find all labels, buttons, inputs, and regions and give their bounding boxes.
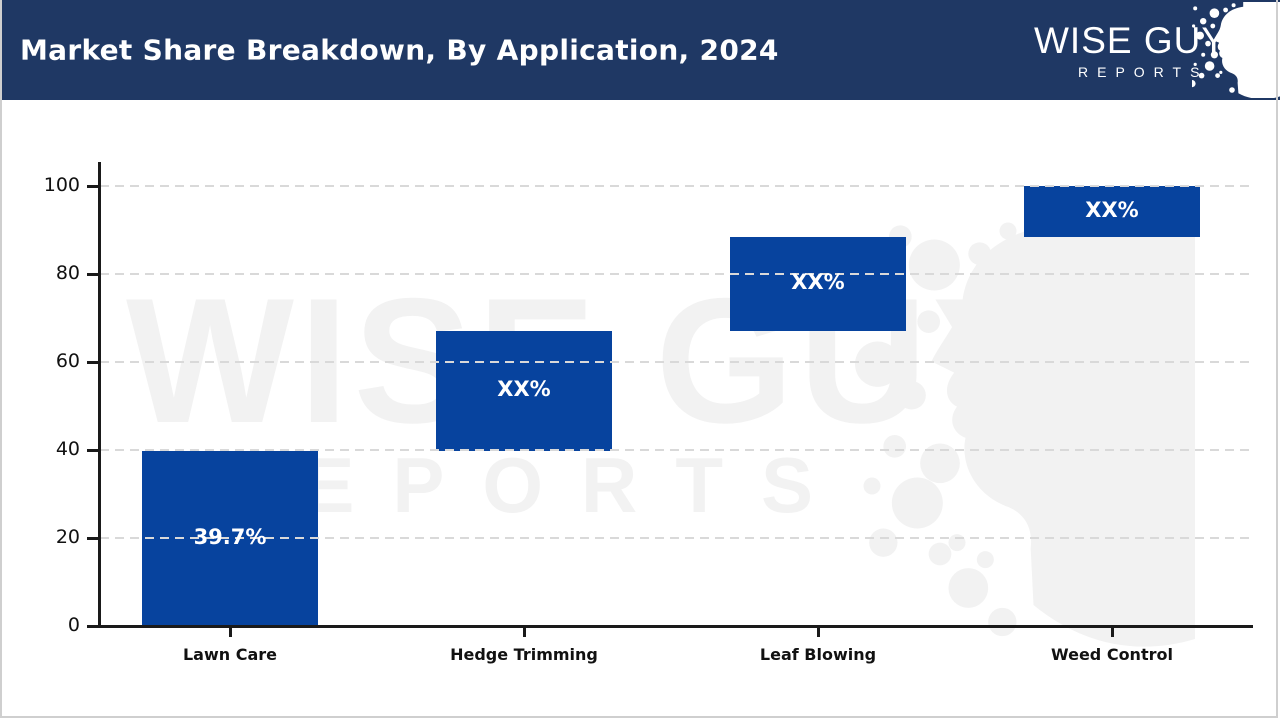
y-tick-label: 0 (67, 614, 80, 636)
y-tick-mark (87, 185, 100, 188)
x-axis-line (88, 625, 1253, 628)
category-label: Weed Control (1051, 645, 1173, 664)
gridline (100, 185, 1253, 187)
y-tick-label: 60 (55, 350, 80, 372)
y-tick-label: 20 (55, 526, 80, 548)
head-profile-icon (1192, 2, 1280, 98)
y-tick-label: 80 (55, 262, 80, 284)
bar-value-label: XX% (791, 270, 845, 295)
bar-value-label: 39.7% (193, 524, 267, 549)
y-tick-label: 40 (55, 438, 80, 460)
y-tick-mark (87, 361, 100, 364)
bar-value-label: XX% (497, 377, 551, 402)
gridline (100, 537, 1253, 539)
bar-segment (1024, 186, 1200, 238)
y-axis-line (98, 162, 101, 628)
x-tick-mark (229, 628, 232, 637)
x-tick-mark (817, 628, 820, 637)
chart-area: 39.7% Lawn Care XX% Hedge Trimming XX% Leaf B… (0, 100, 1280, 720)
bar-segment (436, 331, 612, 452)
logo-reports-text: REPORTS (1078, 64, 1209, 80)
y-tick-mark (87, 537, 100, 540)
bar-segment (730, 237, 906, 332)
y-tick-mark (87, 273, 100, 276)
y-tick-mark (87, 449, 100, 452)
header-bar: Market Share Breakdown, By Application, … (0, 0, 1280, 100)
x-tick-mark (523, 628, 526, 637)
category-label: Leaf Blowing (759, 645, 877, 664)
brand-logo: WISE GUY REPORTS (1020, 0, 1280, 100)
category-label: Hedge Trimming (450, 645, 598, 664)
bar-value-label: XX% (1085, 197, 1139, 222)
y-tick-label: 100 (43, 174, 80, 196)
x-tick-mark (1111, 628, 1114, 637)
page-title: Market Share Breakdown, By Application, … (20, 33, 779, 67)
category-label: Lawn Care (182, 645, 277, 664)
gridline (100, 273, 1253, 275)
gridline (100, 361, 1253, 363)
y-tick-mark (87, 625, 100, 628)
gridline (100, 449, 1253, 451)
